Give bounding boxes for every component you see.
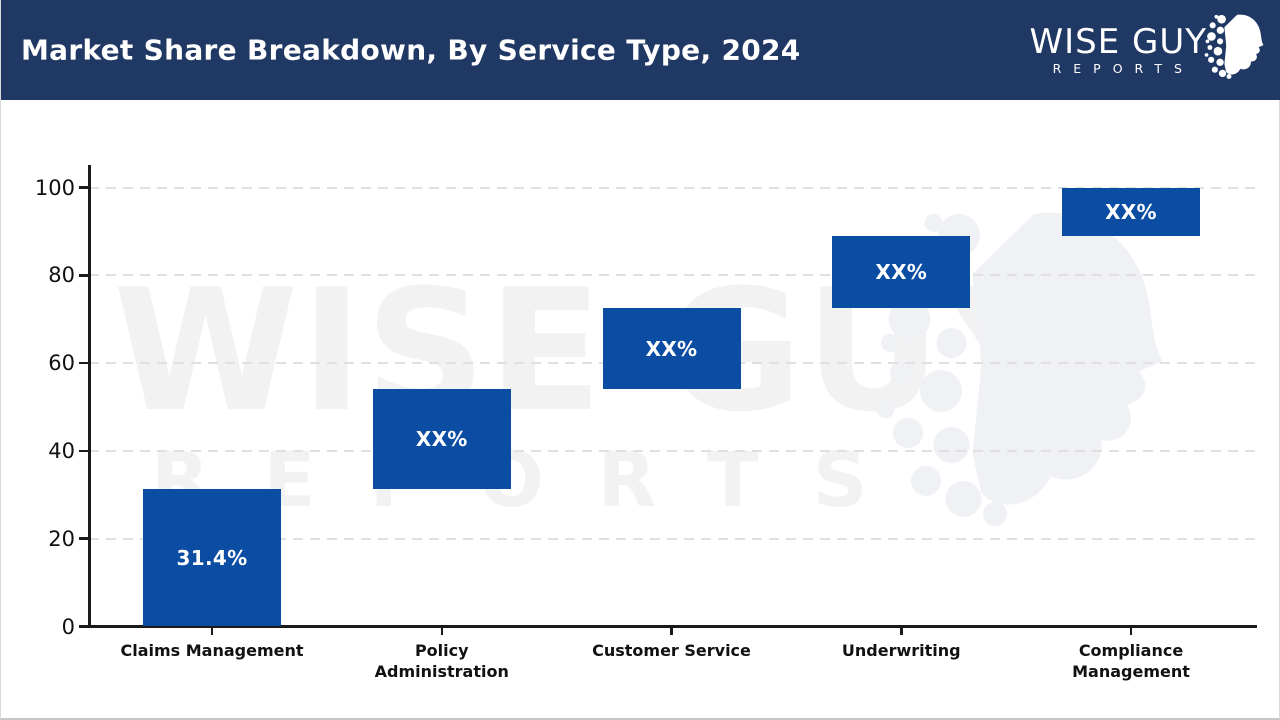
gridline-40 bbox=[89, 449, 1256, 452]
gridline-100 bbox=[89, 186, 1256, 189]
bar-value-label: XX% bbox=[645, 336, 698, 361]
x-tick-mark bbox=[210, 627, 214, 635]
y-tick-mark bbox=[79, 361, 89, 365]
y-tick-mark bbox=[79, 625, 89, 628]
category-label-line: Policy bbox=[414, 641, 469, 660]
bar-claims-management: 31.4% bbox=[143, 488, 281, 627]
x-tick-mark bbox=[440, 627, 443, 635]
y-tick-mark bbox=[79, 186, 89, 189]
wiseguy-logo: WISE GUY REPORTS bbox=[1029, 8, 1271, 92]
category-label: Compliance Management bbox=[1011, 640, 1251, 682]
bar-underwriting: XX% bbox=[832, 235, 971, 309]
bar-value-label: 31.4% bbox=[176, 545, 248, 570]
y-tick-label: 60 bbox=[48, 351, 75, 376]
y-tick-mark bbox=[79, 449, 89, 453]
category-label: Customer Service bbox=[552, 640, 792, 661]
y-tick-label: 100 bbox=[34, 175, 75, 200]
y-tick-label: 0 bbox=[61, 614, 75, 639]
y-tick-label: 40 bbox=[48, 438, 75, 463]
x-tick-mark bbox=[900, 627, 903, 635]
gridline-80 bbox=[89, 274, 1256, 277]
logo-head-icon bbox=[1204, 14, 1264, 79]
gridline-20 bbox=[89, 537, 1256, 540]
x-axis bbox=[88, 625, 1257, 628]
category-label-line: Customer Service bbox=[592, 641, 751, 660]
logo-reports-label: REPORTS bbox=[1052, 60, 1194, 76]
y-tick-mark bbox=[79, 537, 89, 540]
bar-value-label: XX% bbox=[415, 427, 468, 452]
logo-text: WISE GUY REPORTS bbox=[1029, 25, 1207, 76]
page-title: Market Share Breakdown, By Service Type,… bbox=[21, 33, 801, 67]
y-axis bbox=[88, 165, 91, 628]
bar-policy-administration: XX% bbox=[372, 389, 511, 489]
category-label-line: Administration bbox=[374, 662, 509, 681]
category-label-line: Management bbox=[1072, 662, 1190, 681]
header-bar: Market Share Breakdown, By Service Type,… bbox=[1, 0, 1280, 100]
x-tick-mark bbox=[1129, 627, 1133, 635]
bar-compliance-management: XX% bbox=[1062, 187, 1200, 236]
category-label-line: Compliance bbox=[1078, 641, 1184, 660]
category-label: Claims Management bbox=[92, 640, 332, 661]
bar-value-label: XX% bbox=[1105, 199, 1157, 224]
category-label-line: Underwriting bbox=[841, 641, 961, 660]
category-label: Underwriting bbox=[781, 640, 1021, 661]
bar-customer-service: XX% bbox=[602, 308, 741, 390]
logo-wiseguy-label: WISE GUY bbox=[1029, 21, 1207, 62]
y-tick-label: 80 bbox=[48, 263, 75, 288]
bar-value-label: XX% bbox=[875, 259, 928, 284]
y-tick-mark bbox=[79, 274, 89, 277]
y-tick-label: 20 bbox=[48, 526, 75, 551]
category-label-line: Claims Management bbox=[120, 641, 304, 660]
category-label: Policy Administration bbox=[322, 640, 562, 682]
x-tick-mark bbox=[670, 627, 673, 635]
